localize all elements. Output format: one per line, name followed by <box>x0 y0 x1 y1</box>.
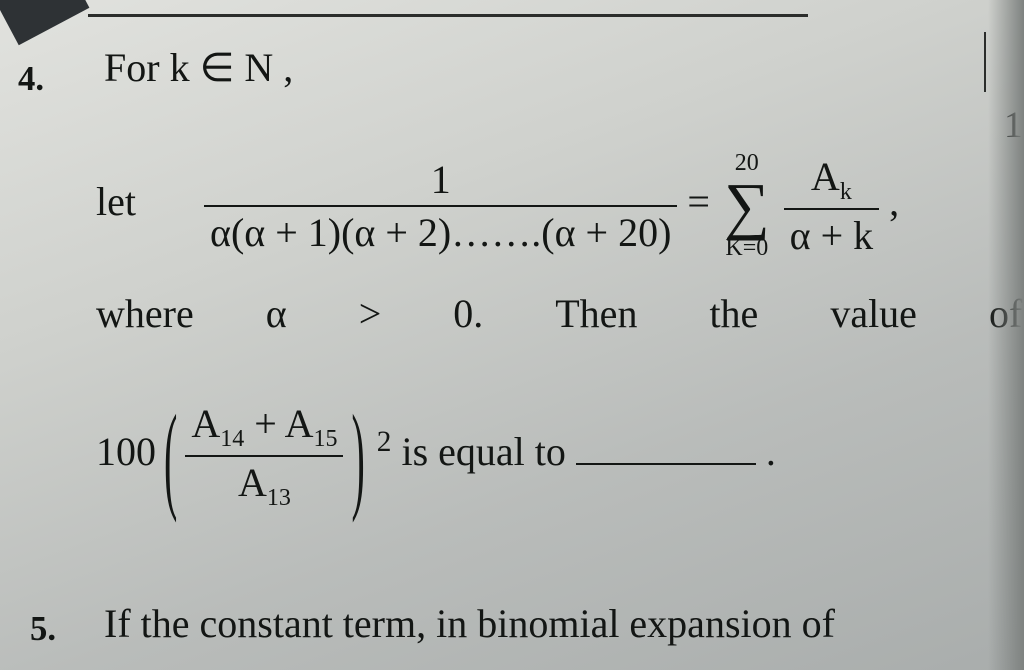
top-rule <box>88 14 808 17</box>
q4-line2: let 1 α(α + 1)(α + 2)…….(α + 20) = 20 ∑ … <box>96 150 899 262</box>
open-paren: ( <box>164 386 177 527</box>
A15-A: A <box>285 401 314 446</box>
A15-sub: 15 <box>313 426 337 452</box>
full-stop: . <box>766 429 776 474</box>
where-word: where <box>96 291 194 336</box>
A14-sub: 14 <box>220 426 244 452</box>
exponent-2: 2 <box>377 426 392 458</box>
the-word: the <box>709 291 758 336</box>
hundred: 100 <box>96 429 156 474</box>
answer-blank <box>576 463 756 465</box>
question-number-4: 4. <box>18 60 44 99</box>
zero-text: 0. <box>453 291 483 336</box>
q5-line1: If the constant term, in binomial expans… <box>104 600 835 647</box>
right-edge-shadow <box>988 0 1024 670</box>
page-corner-fold <box>0 0 89 45</box>
close-paren: ) <box>351 386 364 527</box>
sigma: 20 ∑ K=0 <box>724 150 770 262</box>
then-word: Then <box>555 291 637 336</box>
q4-line4: 100 ( A14 + A15 A13 ) 2 is equal to . <box>96 400 776 512</box>
rhs-num-A: A <box>811 154 840 199</box>
A14-A: A <box>191 401 220 446</box>
rhs-fraction: Ak α + k <box>784 153 880 259</box>
is-equal-to: is equal to <box>401 429 575 474</box>
let-word: let <box>96 179 136 224</box>
rhs-num-sub: k <box>840 179 852 205</box>
q4-line1: For k ∈ N , <box>104 44 293 91</box>
page: 4. For k ∈ N , let 1 α(α + 1)(α + 2)…….(… <box>0 0 1024 670</box>
lhs-denominator: α(α + 1)(α + 2)…….(α + 20) <box>204 205 677 256</box>
rhs-denominator: α + k <box>784 208 880 259</box>
lhs-fraction: 1 α(α + 1)(α + 2)…….(α + 20) <box>204 156 677 256</box>
ratio-denominator: A13 <box>185 455 343 512</box>
value-word: value <box>830 291 917 336</box>
A13-A: A <box>238 460 267 505</box>
sigma-lower: K=0 <box>724 235 770 262</box>
question-number-5: 5. <box>30 610 56 649</box>
lhs-numerator: 1 <box>204 156 677 205</box>
plus: + <box>244 401 284 446</box>
sigma-symbol: ∑ <box>724 177 770 235</box>
alpha-symbol: α <box>266 291 287 336</box>
equals-sign: = <box>687 179 720 224</box>
q4-line3: where α > 0. Then the value of <box>96 290 1022 337</box>
A13-sub: 13 <box>267 485 291 511</box>
ratio-numerator: A14 + A15 <box>185 400 343 455</box>
rhs-numerator: Ak <box>784 153 880 208</box>
trailing-comma: , <box>889 179 899 224</box>
right-edge-tick <box>984 32 986 92</box>
ratio-fraction: A14 + A15 A13 <box>185 400 343 512</box>
gt-symbol: > <box>359 291 382 336</box>
